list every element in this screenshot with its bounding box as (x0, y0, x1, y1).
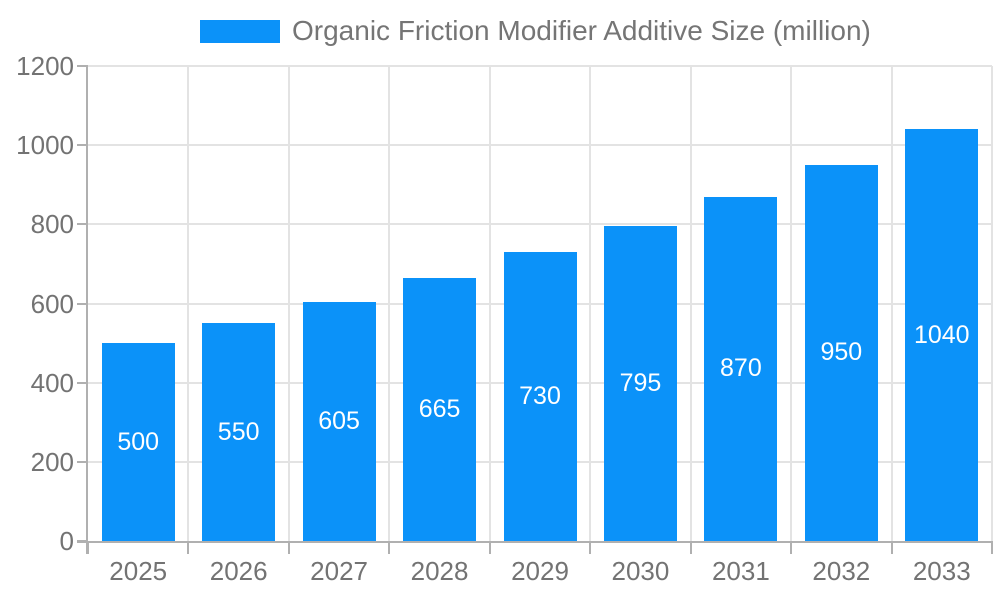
v-gridline (488, 66, 491, 541)
y-axis-tick (77, 223, 88, 226)
v-gridline (388, 66, 391, 541)
x-axis-tick (689, 541, 692, 554)
x-tick-label: 2027 (310, 556, 369, 586)
v-gridline (890, 66, 893, 541)
x-axis-tick (287, 541, 290, 554)
bar-2029: 730 (503, 252, 577, 541)
x-tick-label: 2026 (209, 556, 268, 586)
y-tick-label: 400 (30, 367, 74, 398)
bar-value-label: 1040 (913, 320, 970, 349)
x-tick-label: 2028 (410, 556, 469, 586)
legend[interactable]: Organic Friction Modifier Additive Size … (200, 15, 871, 47)
y-axis-tick (77, 460, 88, 463)
y-axis-tick (77, 381, 88, 384)
bar-value-label: 870 (720, 354, 762, 383)
bar-2033: 1040 (905, 129, 979, 541)
bar-value-label: 950 (820, 338, 863, 367)
x-axis-tick (790, 541, 793, 554)
x-tick-label: 2025 (109, 556, 168, 586)
v-gridline (187, 66, 190, 541)
x-axis-tick (589, 541, 592, 554)
y-tick-label: 600 (30, 288, 74, 319)
bar-2027: 605 (302, 301, 376, 541)
v-gridline (689, 66, 692, 541)
y-axis-tick (77, 65, 88, 67)
h-gridline (88, 223, 992, 226)
h-gridline (88, 144, 992, 147)
x-tick-label: 2030 (611, 556, 670, 586)
v-gridline (991, 66, 993, 541)
y-tick-label: 200 (30, 446, 74, 477)
v-gridline (589, 66, 592, 541)
bar-2031: 870 (704, 196, 778, 541)
bar-2025: 500 (101, 343, 175, 541)
y-tick-label: 0 (59, 526, 74, 556)
legend-swatch-icon (200, 19, 280, 43)
bar-2026: 550 (202, 323, 276, 541)
h-gridline (88, 65, 992, 67)
x-axis-tick (388, 541, 391, 554)
x-axis-tick (488, 541, 491, 554)
y-tick-label: 1000 (16, 130, 74, 161)
v-gridline (287, 66, 290, 541)
x-axis-tick (890, 541, 893, 554)
x-axis-tick (87, 541, 89, 554)
bar-2032: 950 (804, 164, 878, 541)
y-axis-tick (77, 302, 88, 305)
bar-value-label: 605 (318, 406, 360, 435)
legend-label: Organic Friction Modifier Additive Size … (292, 15, 871, 46)
x-tick-label: 2033 (912, 556, 971, 586)
bar-value-label: 795 (619, 369, 662, 398)
x-axis-tick (187, 541, 190, 554)
bar-value-label: 665 (418, 394, 461, 423)
x-axis-line (77, 541, 992, 543)
bar-2030: 795 (603, 226, 677, 541)
x-tick-label: 2029 (511, 556, 569, 586)
y-axis-line (86, 66, 88, 554)
bar-value-label: 550 (217, 417, 260, 446)
bar-value-label: 500 (117, 427, 160, 456)
x-tick-label: 2031 (711, 556, 770, 586)
v-gridline (790, 66, 793, 541)
bar-2028: 665 (403, 277, 477, 541)
x-tick-label: 2032 (812, 556, 871, 586)
y-axis-tick (77, 144, 88, 147)
y-tick-label: 800 (30, 209, 74, 240)
x-axis-tick (991, 541, 993, 554)
bar-value-label: 730 (519, 382, 561, 410)
y-tick-label: 1200 (16, 51, 74, 81)
